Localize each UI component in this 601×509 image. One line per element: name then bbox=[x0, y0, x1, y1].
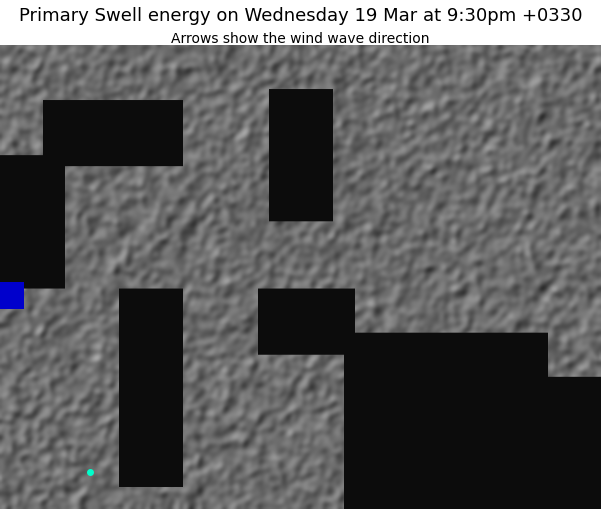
Text: Arrows show the wind wave direction: Arrows show the wind wave direction bbox=[171, 32, 430, 46]
Text: Primary Swell energy on Wednesday 19 Mar at 9:30pm +0330: Primary Swell energy on Wednesday 19 Mar… bbox=[19, 7, 582, 25]
Bar bbox=[0, 282, 24, 310]
